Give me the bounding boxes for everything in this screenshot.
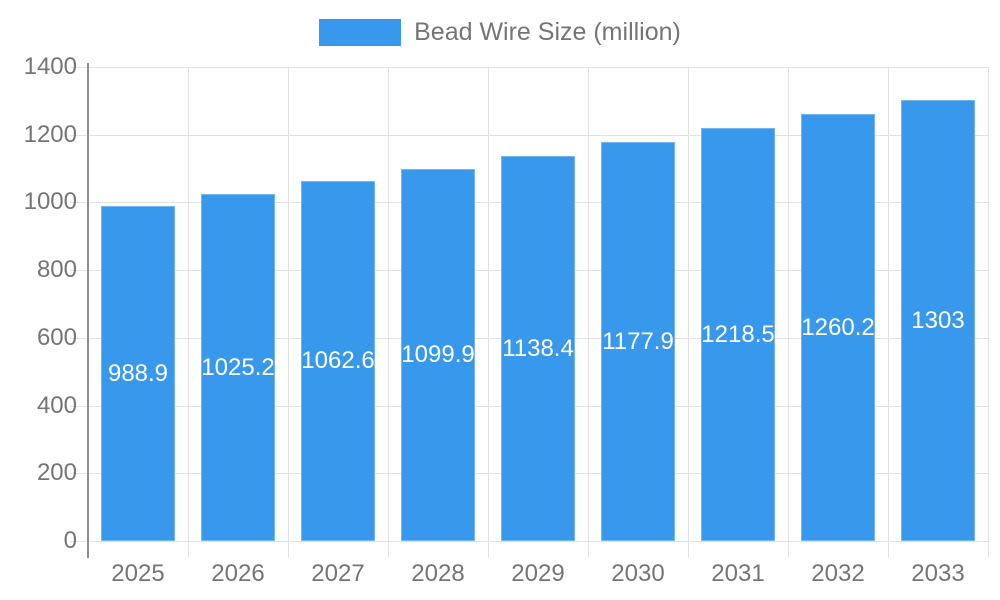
legend-item[interactable]: Bead Wire Size (million) <box>319 18 681 47</box>
bar-value-label: 1062.6 <box>301 347 375 374</box>
legend: Bead Wire Size (million) <box>0 17 1000 47</box>
bar-value-label: 1303 <box>911 306 965 334</box>
bar-value-label: 1138.4 <box>502 334 574 362</box>
gridline <box>488 67 489 558</box>
bar-value-label: 1218.5 <box>701 320 775 348</box>
y-axis-tick-label: 0 <box>63 527 77 554</box>
bar-value-label: 1177.9 <box>602 327 674 355</box>
bar-2025: 988.9 <box>101 206 175 541</box>
bar-value-label: 1099.9 <box>401 341 475 368</box>
bar-2033: 1303 <box>901 100 975 541</box>
x-axis-tick-label: 2028 <box>411 560 465 587</box>
y-axis-tick-label: 400 <box>36 392 77 419</box>
bar-value-label: 1260.2 <box>801 313 875 341</box>
y-axis-tick-label: 600 <box>36 324 77 351</box>
gridline <box>70 67 988 68</box>
gridline <box>188 67 189 558</box>
gridline <box>70 541 988 542</box>
legend-swatch-icon <box>319 18 402 46</box>
x-axis-tick-label: 2026 <box>211 560 265 587</box>
y-axis-tick-label: 1400 <box>23 53 77 80</box>
x-axis-tick-label: 2030 <box>611 560 665 587</box>
gridline <box>588 67 589 558</box>
bar-2029: 1138.4 <box>501 156 575 541</box>
y-axis-line <box>87 63 89 558</box>
bar-2028: 1099.9 <box>401 169 475 541</box>
bar-2031: 1218.5 <box>701 128 775 541</box>
bar-2026: 1025.2 <box>201 194 275 541</box>
legend-label: Bead Wire Size (million) <box>414 17 681 46</box>
bar-2032: 1260.2 <box>801 114 875 541</box>
y-axis-tick-label: 1000 <box>23 188 77 215</box>
gridline <box>888 67 889 558</box>
bar-value-label: 1025.2 <box>201 353 275 381</box>
gridline <box>70 135 988 136</box>
gridline <box>988 67 989 558</box>
bar-2030: 1177.9 <box>601 142 675 541</box>
gridline <box>288 67 289 558</box>
x-axis-tick-label: 2032 <box>811 560 865 587</box>
y-axis-tick-label: 1200 <box>23 121 77 148</box>
x-axis-tick-label: 2027 <box>311 560 365 587</box>
gridline <box>788 67 789 558</box>
x-axis-tick-label: 2031 <box>711 560 765 587</box>
y-axis-tick-label: 800 <box>36 256 77 283</box>
gridline <box>388 67 389 558</box>
x-axis-tick-label: 2033 <box>911 560 965 587</box>
bar-2027: 1062.6 <box>301 181 375 541</box>
x-axis-tick-label: 2025 <box>111 560 165 587</box>
gridline <box>688 67 689 558</box>
bar-value-label: 988.9 <box>107 359 169 387</box>
y-axis-tick-label: 200 <box>36 459 77 486</box>
x-axis-tick-label: 2029 <box>511 560 565 587</box>
